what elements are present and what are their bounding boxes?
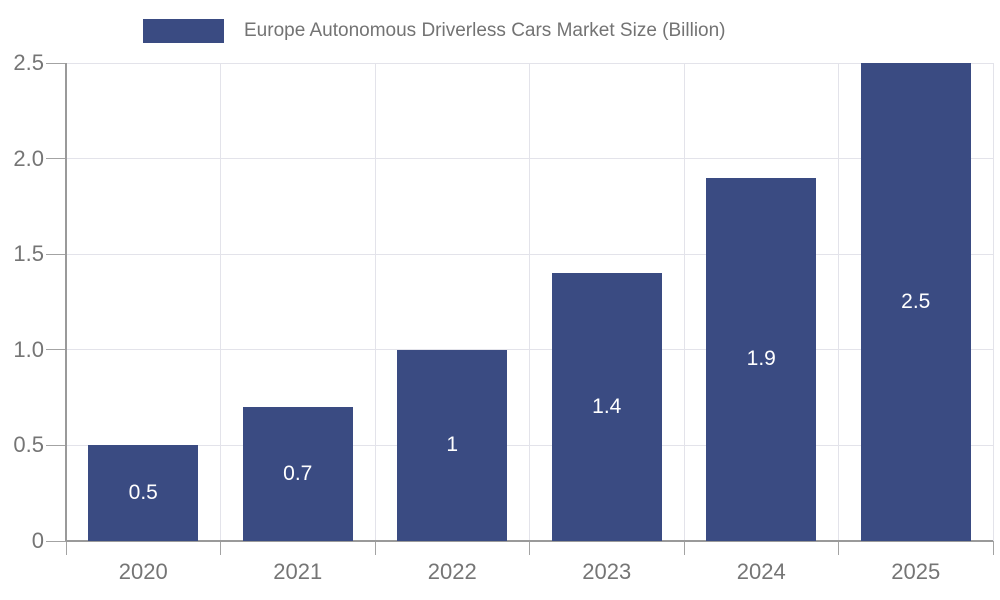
bar-2024[interactable]: 1.9: [706, 177, 817, 541]
x-tick-label-2020: 2020: [118, 559, 168, 584]
x-axis-tick: [374, 541, 376, 555]
x-tick-label-2024: 2024: [736, 559, 786, 584]
legend[interactable]: Europe Autonomous Driverless Cars Market…: [143, 19, 726, 43]
x-axis-tick: [683, 541, 685, 555]
y-axis-tick: [46, 540, 66, 542]
bar-value-label: 0.7: [283, 462, 313, 486]
y-axis-tick: [46, 158, 66, 160]
bar-2023[interactable]: 1.4: [551, 273, 662, 541]
gridline-vertical: [683, 63, 685, 541]
y-tick-label: 2.0: [13, 145, 44, 171]
x-axis-tick: [220, 541, 221, 555]
y-axis-tick: [46, 349, 66, 351]
legend-label: Europe Autonomous Driverless Cars Market…: [244, 20, 726, 41]
x-axis-line: [66, 540, 993, 542]
legend-swatch: [143, 19, 224, 43]
y-tick-label: 0: [31, 528, 44, 553]
x-tick-label-2021: 2021: [273, 559, 323, 584]
bar-value-label: 0.5: [128, 481, 158, 505]
y-axis-tick: [46, 253, 66, 255]
y-axis-tick: [46, 444, 66, 446]
x-axis-tick: [992, 541, 994, 555]
bar-value-label: 2.5: [901, 290, 931, 313]
gridline-vertical: [374, 63, 376, 541]
y-tick-label: 1.0: [13, 336, 44, 362]
bar-value-label: 1.4: [592, 395, 622, 419]
gridline-vertical: [838, 63, 839, 541]
x-axis-tick: [65, 541, 67, 555]
x-tick-label-2025: 2025: [891, 559, 941, 584]
gridline-vertical: [220, 63, 221, 541]
x-axis-tick: [838, 541, 839, 555]
bar-2020[interactable]: 0.5: [88, 445, 199, 541]
x-tick-label-2023: 2023: [582, 559, 632, 584]
y-tick-label: 1.5: [13, 241, 44, 267]
bar-value-label: 1.9: [746, 347, 776, 371]
y-tick-label: 2.5: [13, 50, 44, 75]
bar-2021[interactable]: 0.7: [242, 407, 353, 541]
y-tick-label: 0.5: [13, 432, 44, 458]
x-tick-label-2022: 2022: [427, 559, 477, 584]
x-axis-tick: [529, 541, 530, 555]
gridline-vertical: [992, 63, 994, 541]
bar-2022[interactable]: 1: [397, 349, 508, 541]
bar-2025[interactable]: 2.5: [860, 63, 971, 541]
y-axis-tick: [46, 62, 66, 64]
y-axis-line: [65, 63, 67, 541]
gridline-vertical: [529, 63, 530, 541]
bar-value-label: 1: [446, 433, 459, 457]
